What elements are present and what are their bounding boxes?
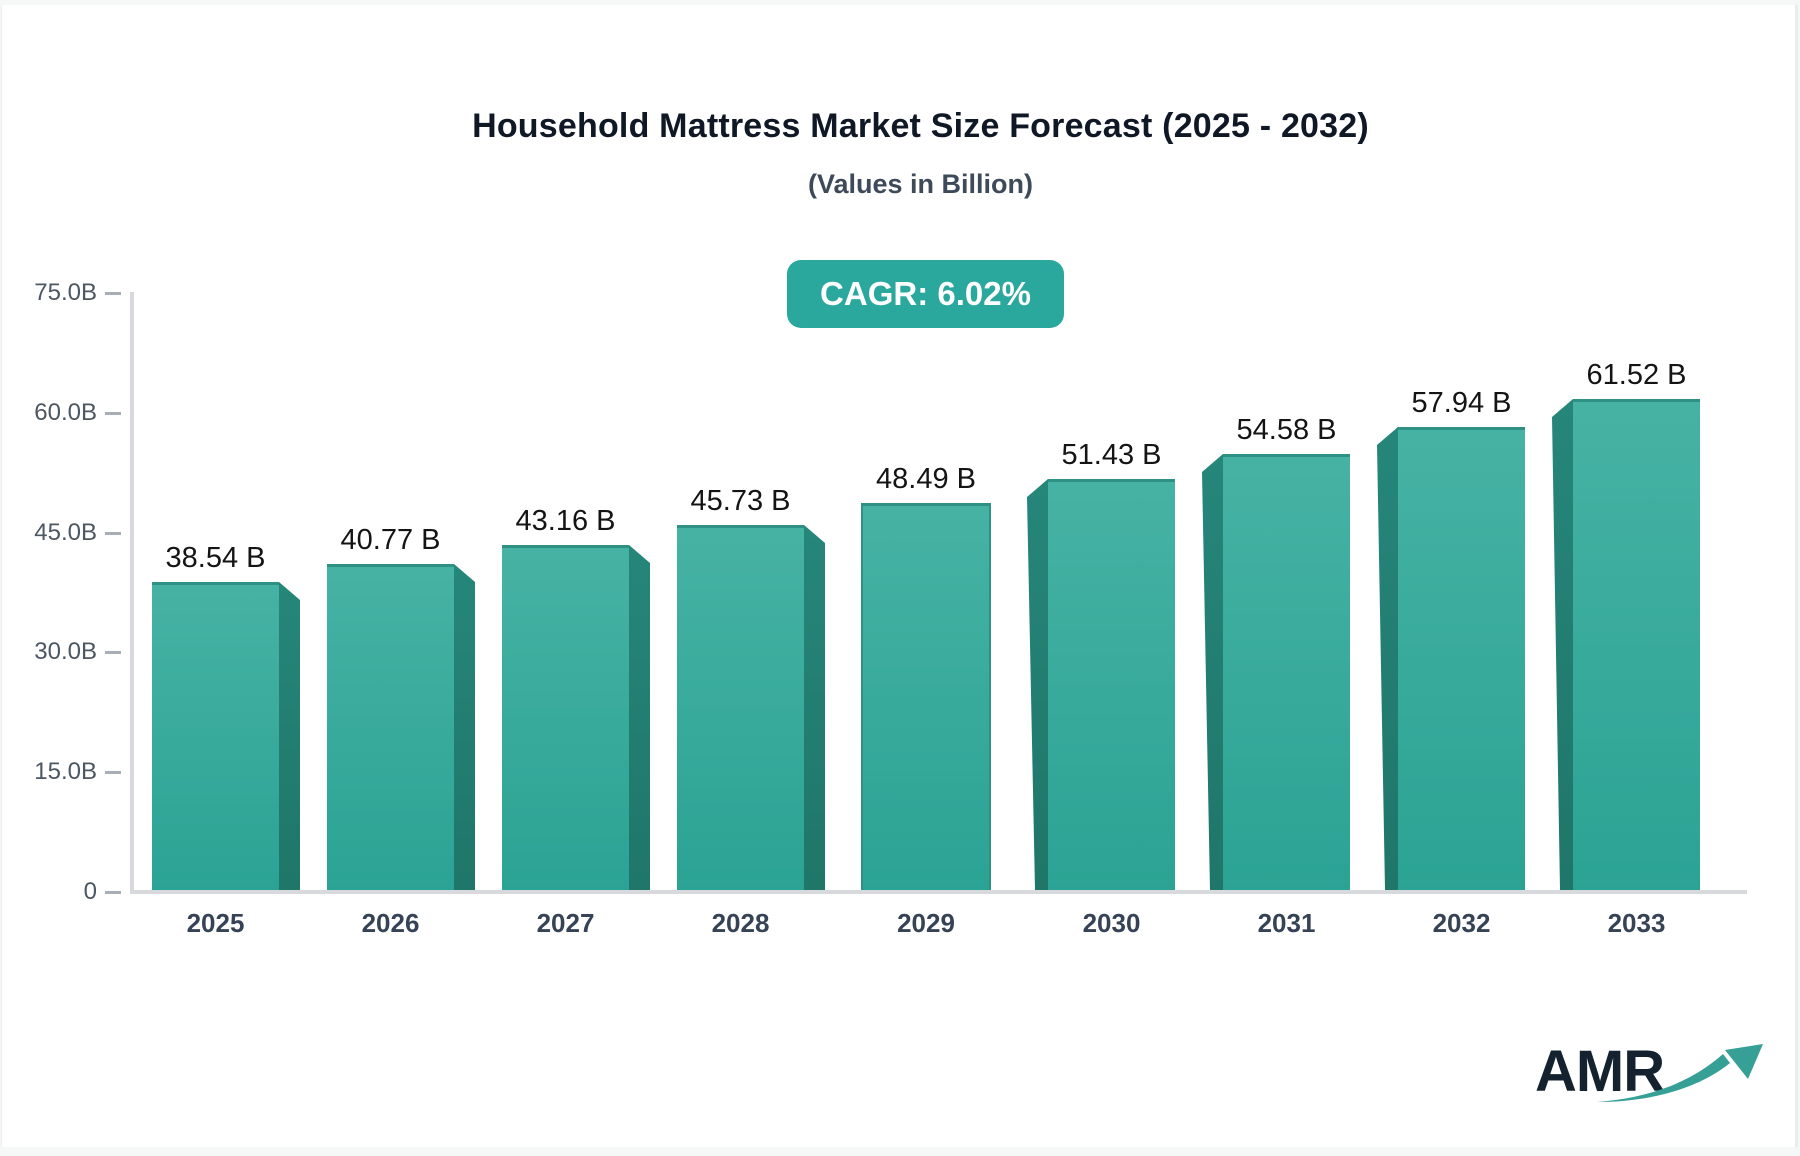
bar-2032 xyxy=(1398,427,1525,890)
x-tick-label: 2031 xyxy=(1257,908,1316,938)
y-tick-label: 0 xyxy=(83,878,97,905)
bar-value-label: 40.77 B xyxy=(340,524,441,556)
x-tick-label: 2033 xyxy=(1607,908,1666,938)
bar-2030 xyxy=(1048,479,1175,890)
bar-side-panel xyxy=(1202,454,1223,890)
bar-value-label: 45.73 B xyxy=(690,485,791,517)
y-tick-label: 30.0B xyxy=(34,638,97,666)
bar-value-label: 38.54 B xyxy=(165,542,266,574)
y-tick-label: 75.0B xyxy=(34,279,97,306)
bar-value-label: 51.43 B xyxy=(1061,439,1162,471)
y-tick-dash xyxy=(105,651,121,655)
bar-side-panel xyxy=(1552,399,1573,890)
bar-value-label: 57.94 B xyxy=(1411,387,1512,419)
y-tick-dash xyxy=(105,771,121,775)
x-tick-label: 2027 xyxy=(536,908,595,938)
chart-card: Household Mattress Market Size Forecast … xyxy=(1,5,1798,1147)
bar-2028 xyxy=(677,525,804,890)
bar-value-label: 61.52 B xyxy=(1586,359,1687,391)
bar-side-panel xyxy=(1027,479,1048,890)
bar-side-panel xyxy=(1377,427,1398,890)
y-tick-label: 15.0B xyxy=(34,758,97,786)
x-tick-label: 2028 xyxy=(711,908,770,938)
bar-side-panel xyxy=(454,564,475,890)
amr-logo-text: AMR xyxy=(1535,1039,1665,1104)
bar-value-label: 43.16 B xyxy=(515,505,616,537)
y-tick-label: 45.0B xyxy=(34,518,97,546)
cagr-badge: CAGR: 6.02% xyxy=(787,260,1064,328)
y-tick-dash xyxy=(105,531,121,535)
chart-title: Household Mattress Market Size Forecast … xyxy=(472,107,1369,145)
bar-2025 xyxy=(152,582,279,890)
x-tick-label: 2032 xyxy=(1432,908,1491,938)
x-tick-label: 2029 xyxy=(897,908,955,938)
x-tick-label: 2030 xyxy=(1082,908,1141,938)
y-axis-line xyxy=(130,292,134,894)
bar-2033 xyxy=(1573,399,1700,890)
bar-side-panel xyxy=(279,582,300,890)
bar-value-label: 48.49 B xyxy=(876,463,976,495)
bar-2027 xyxy=(502,545,629,890)
bar-side-panel xyxy=(629,545,650,890)
growth-arrow-icon xyxy=(1597,1042,1767,1111)
bar-value-label: 54.58 B xyxy=(1236,414,1337,446)
y-tick-dash xyxy=(105,891,121,894)
bar-2031 xyxy=(1223,454,1350,890)
amr-logo: AMR xyxy=(1535,1038,1763,1118)
chart-subtitle: (Values in Billion) xyxy=(807,169,1034,199)
y-tick-label: 60.0B xyxy=(34,398,97,426)
y-tick-dash xyxy=(105,292,121,295)
x-tick-label: 2025 xyxy=(186,908,245,938)
bar-2026 xyxy=(327,564,454,890)
bar-side-panel xyxy=(804,525,825,890)
y-tick-dash xyxy=(105,411,121,415)
x-axis-line xyxy=(130,890,1747,894)
x-tick-label: 2026 xyxy=(361,908,420,938)
bar-2029 xyxy=(861,503,991,890)
